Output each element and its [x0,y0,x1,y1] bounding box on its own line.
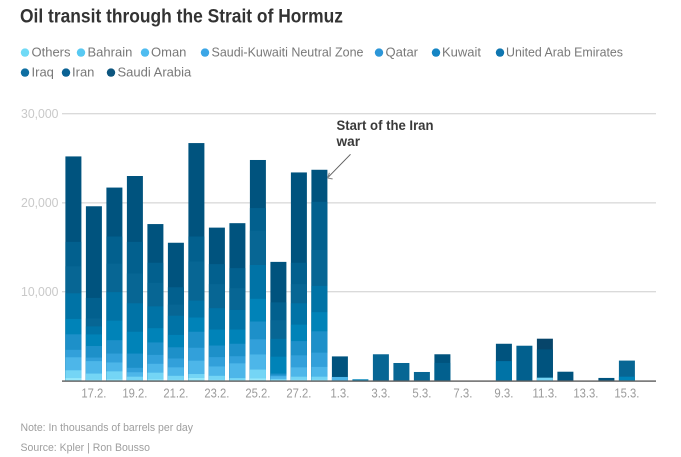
svg-text:1.3.: 1.3. [330,386,349,400]
svg-text:Kuwait: Kuwait [442,44,481,59]
svg-text:Others: Others [32,44,72,59]
svg-text:5.3.: 5.3. [412,386,431,400]
svg-text:Iraq: Iraq [32,64,54,79]
svg-text:30,000: 30,000 [21,106,59,121]
svg-text:3.3.: 3.3. [371,386,390,400]
svg-text:21.2.: 21.2. [163,386,188,400]
svg-text:Saudi-Kuwaiti Neutral Zone: Saudi-Kuwaiti Neutral Zone [212,44,364,59]
svg-text:19.2.: 19.2. [122,386,147,400]
svg-text:25.2.: 25.2. [245,386,270,400]
svg-text:20,000: 20,000 [21,195,59,210]
svg-text:Qatar: Qatar [386,44,419,59]
svg-text:9.3.: 9.3. [494,386,513,400]
svg-text:13.3.: 13.3. [573,386,598,400]
svg-text:Note: In thousands of barrels: Note: In thousands of barrels per day [21,422,194,434]
svg-text:17.2.: 17.2. [81,386,106,400]
svg-text:Iran: Iran [72,64,94,79]
svg-text:Oil transit through the Strait: Oil transit through the Strait of Hormuz [20,7,343,28]
svg-text:15.3.: 15.3. [614,386,639,400]
svg-text:war: war [336,133,361,149]
svg-text:Bahrain: Bahrain [88,44,133,59]
svg-text:Start of the Iran: Start of the Iran [337,117,434,133]
svg-text:27.2.: 27.2. [286,386,311,400]
svg-text:7.3.: 7.3. [453,386,472,400]
svg-text:United Arab Emirates: United Arab Emirates [506,44,623,59]
svg-text:23.2.: 23.2. [204,386,229,400]
svg-text:Source: Kpler | Ron Bousso: Source: Kpler | Ron Bousso [21,442,151,454]
svg-text:Saudi Arabia: Saudi Arabia [118,64,192,79]
svg-text:10,000: 10,000 [21,284,59,299]
svg-text:11.3.: 11.3. [532,386,557,400]
svg-text:Oman: Oman [151,44,186,59]
